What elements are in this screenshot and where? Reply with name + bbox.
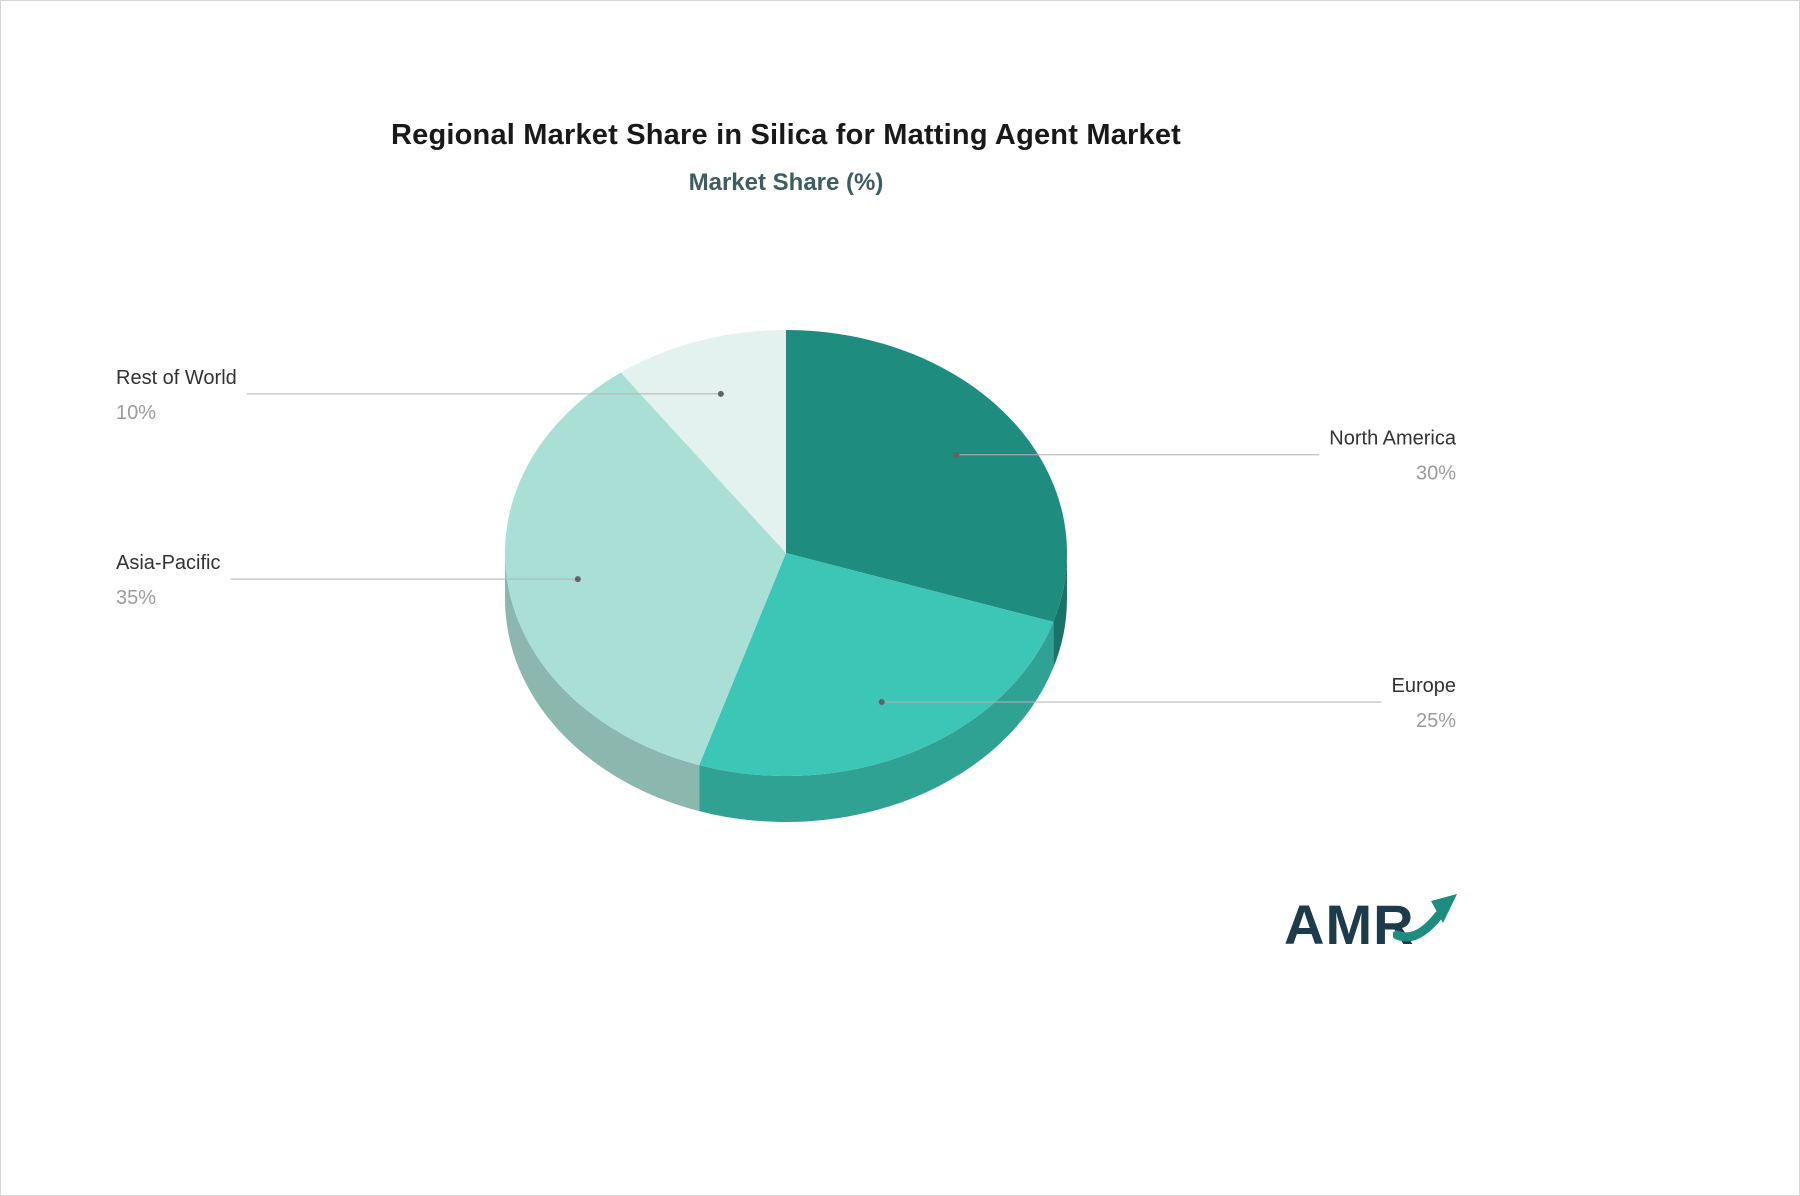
slice-label-asia-pacific: Asia-Pacific — [116, 552, 220, 574]
brand-logo-text: AMR — [1284, 893, 1415, 956]
leader-dot-north-america — [953, 451, 960, 458]
chart-subtitle: Market Share (%) — [688, 169, 884, 196]
leader-dot-rest-of-world — [717, 390, 724, 397]
pie-slices-group — [504, 330, 1067, 777]
slice-value-europe: 25% — [1416, 710, 1456, 732]
brand-logo: AMR — [1284, 893, 1459, 956]
brand-arrow-icon — [1392, 894, 1457, 942]
slice-value-north-america: 30% — [1416, 463, 1456, 485]
slice-label-north-america: North America — [1329, 428, 1457, 450]
pie-rim-group — [505, 553, 1067, 822]
leader-dot-europe — [878, 699, 885, 706]
pie-slice-asia-pacific — [504, 372, 786, 766]
pie-slice-rest-of-world — [620, 330, 786, 553]
leader-dot-asia-pacific — [574, 576, 581, 583]
pie-slice-north-america — [786, 330, 1067, 622]
chart-title: Regional Market Share in Silica for Matt… — [390, 119, 1182, 151]
pie-labels-group: North America 30% Europe 25% Asia-Pacific 35%… — [116, 367, 1457, 732]
slice-value-asia-pacific: 35% — [116, 587, 156, 609]
pie-rim-north-america — [1053, 553, 1067, 668]
slice-label-rest-of-world: Rest of World — [116, 367, 237, 389]
slice-value-rest-of-world: 10% — [116, 402, 156, 424]
pie-rim-asia-pacific — [505, 553, 700, 812]
slice-label-europe: Europe — [1392, 675, 1457, 697]
pie-rim-europe — [699, 621, 1054, 822]
pie-slice-europe — [699, 553, 1054, 777]
